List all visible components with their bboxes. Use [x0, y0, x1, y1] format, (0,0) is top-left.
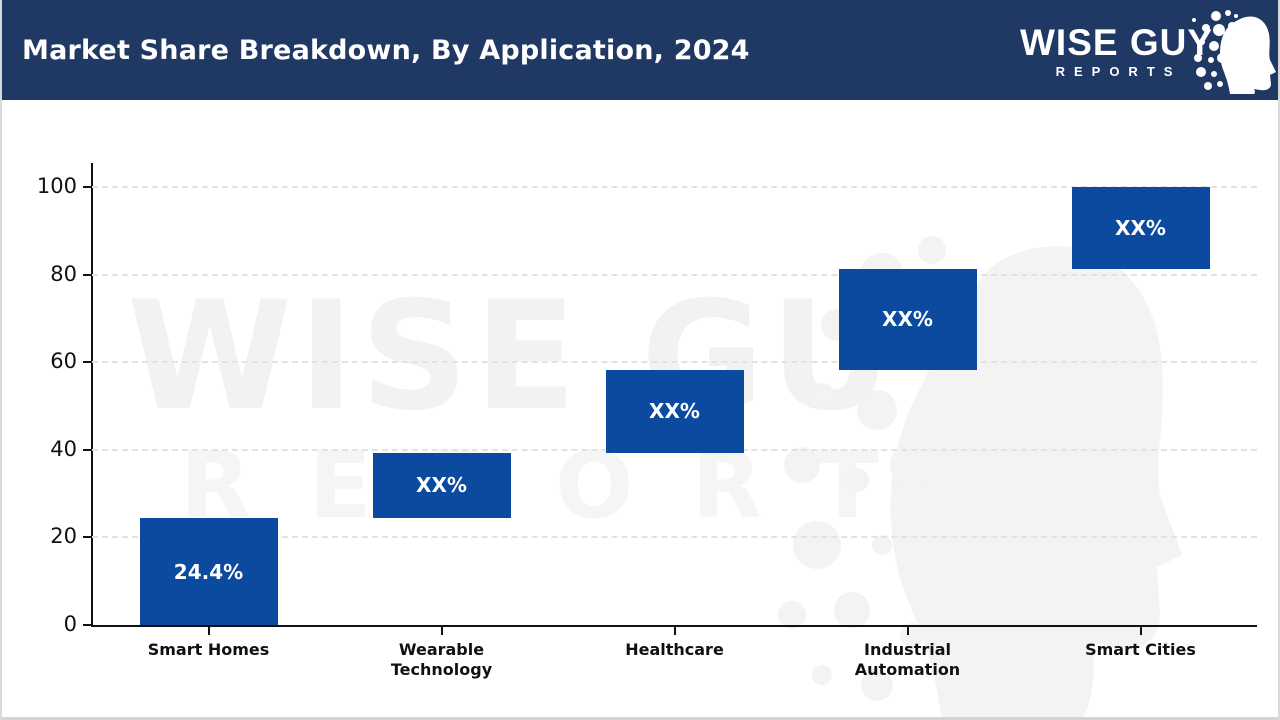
bar-value-label: XX% — [649, 399, 700, 424]
gridline-80 — [92, 273, 1257, 276]
y-tick-mark-60 — [83, 361, 92, 364]
bar-value-label: 24.4% — [173, 559, 244, 584]
y-tick-mark-40 — [83, 448, 92, 451]
x-tick-mark-4 — [1139, 627, 1142, 635]
y-tick-mark-100 — [83, 186, 92, 188]
y-tick-label-0: 0 — [63, 612, 77, 636]
header-bar: Market Share Breakdown, By Application, … — [2, 0, 1278, 100]
x-tick-mark-0 — [207, 627, 210, 635]
x-tick-mark-2 — [673, 627, 676, 635]
gridline-20 — [92, 536, 1257, 539]
y-tick-label-40: 40 — [50, 436, 77, 461]
bar-healthcare[interactable]: XX% — [605, 370, 744, 453]
y-axis-line — [91, 163, 93, 627]
y-tick-label-20: 20 — [50, 524, 77, 549]
bar-value-label: XX% — [416, 473, 467, 498]
wise-guy-reports-logo: WISE GUY REPORTS — [1020, 8, 1276, 94]
logo-secondary-text: REPORTS — [1055, 64, 1182, 79]
y-tick-mark-20 — [83, 536, 92, 539]
x-tick-mark-1 — [440, 627, 443, 635]
bar-value-label: XX% — [1115, 215, 1166, 240]
bar-value-label: XX% — [882, 307, 933, 332]
bar-smart-homes[interactable]: 24.4% — [139, 518, 278, 625]
x-category-label-3: Industrial Automation — [854, 640, 961, 679]
x-axis-line — [91, 625, 1257, 627]
x-category-label-0: Smart Homes — [147, 640, 270, 659]
bar-smart-cities[interactable]: XX% — [1071, 187, 1210, 269]
x-category-label-1: Wearable Technology — [390, 640, 493, 679]
y-tick-label-60: 60 — [50, 349, 77, 374]
logo-text: WISE GUY REPORTS — [1020, 24, 1213, 79]
x-tick-mark-3 — [906, 627, 909, 635]
logo-primary-text: WISE GUY — [1020, 22, 1214, 63]
y-tick-label-80: 80 — [50, 261, 77, 286]
gridline-60 — [92, 361, 1257, 364]
x-category-label-4: Smart Cities — [1085, 640, 1196, 659]
x-category-label-2: Healthcare — [625, 640, 724, 659]
chart-title: Market Share Breakdown, By Application, … — [22, 34, 750, 66]
y-tick-mark-0 — [83, 624, 92, 626]
y-tick-mark-80 — [83, 273, 92, 276]
logo-face-icon — [1192, 10, 1276, 94]
gridline-100 — [92, 186, 1257, 188]
bar-wearable-technology[interactable]: XX% — [372, 452, 511, 519]
bar-industrial-automation[interactable]: XX% — [838, 268, 977, 371]
y-tick-label-100: 100 — [36, 174, 77, 198]
